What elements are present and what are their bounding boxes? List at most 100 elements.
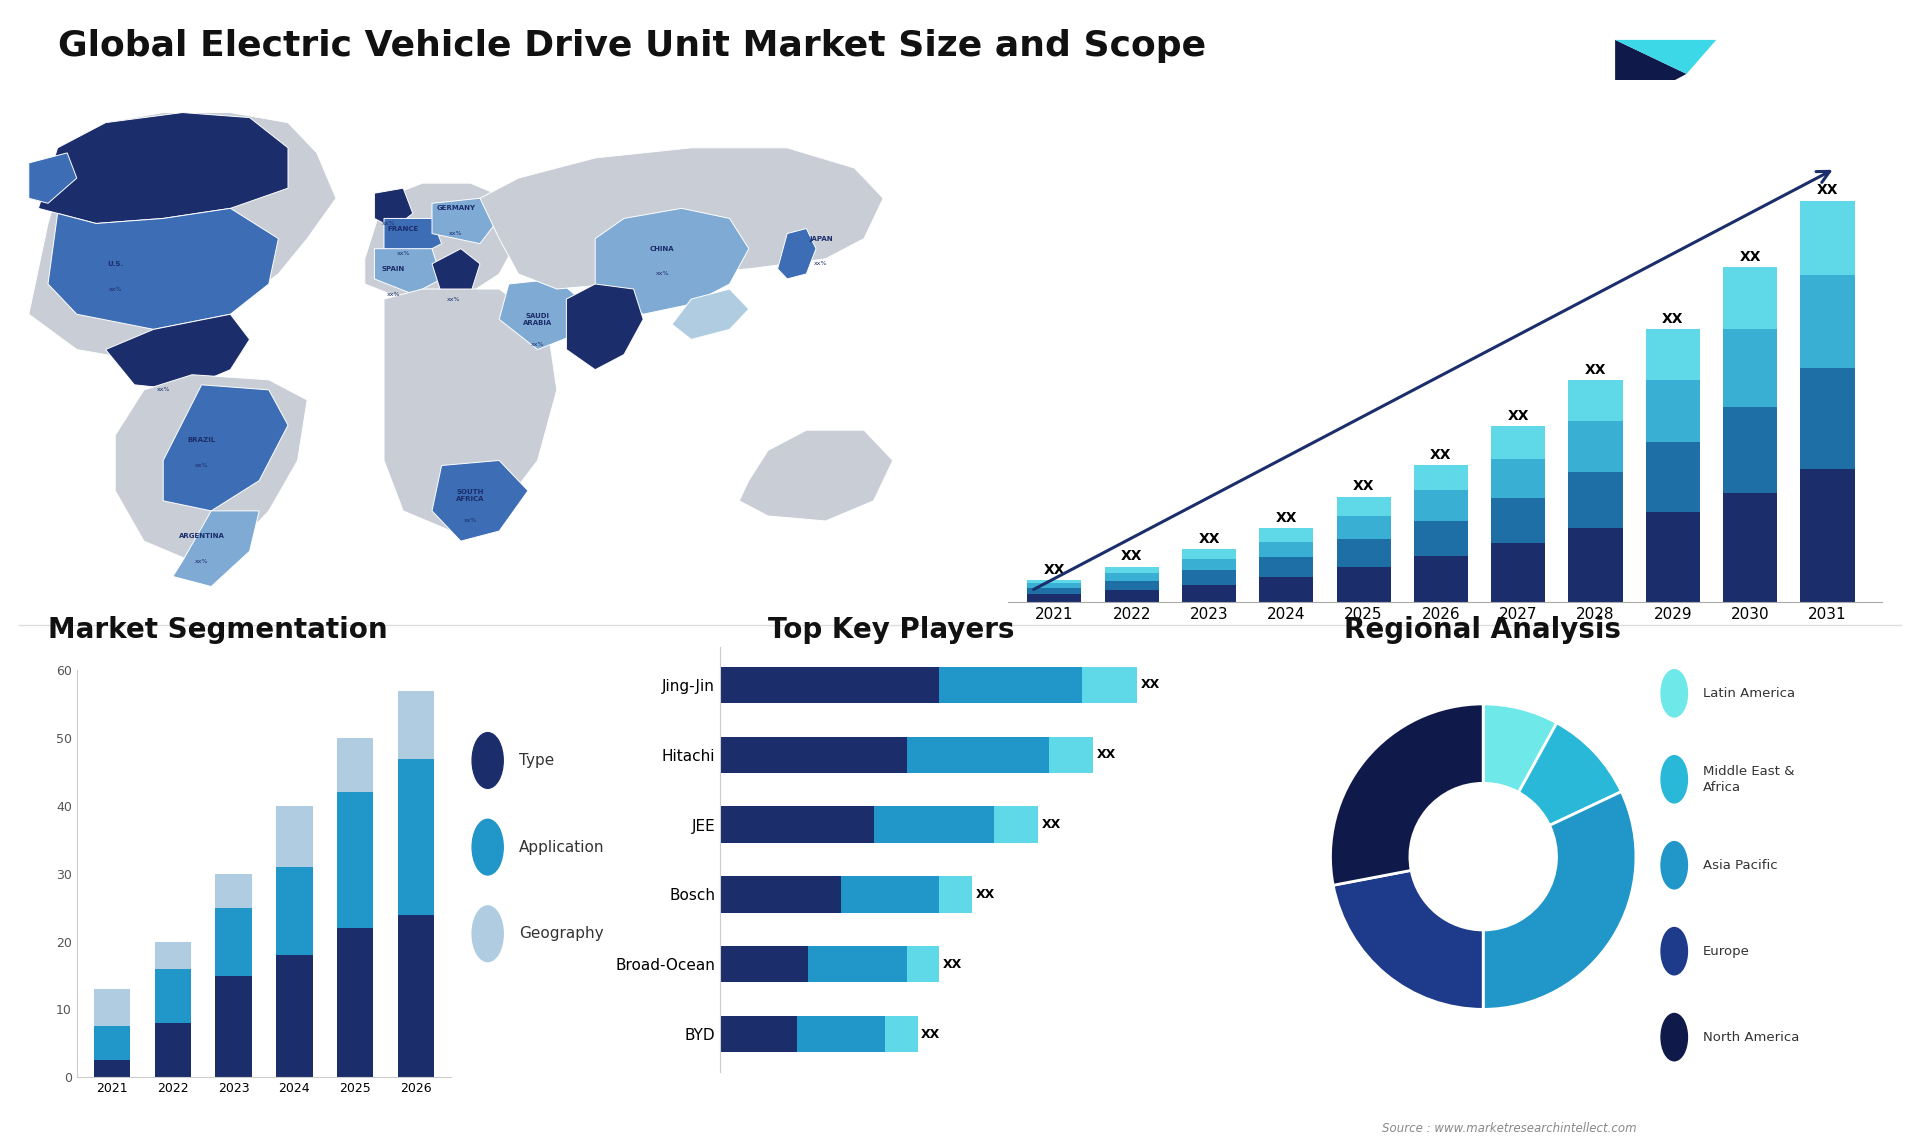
Polygon shape — [115, 375, 307, 562]
Text: ITALY: ITALY — [444, 270, 463, 277]
Bar — [1413, 490, 1469, 521]
Circle shape — [1661, 927, 1688, 975]
Text: ARGENTINA: ARGENTINA — [179, 533, 225, 539]
Bar — [841, 877, 939, 912]
Text: Middle East &
Africa: Middle East & Africa — [1703, 764, 1795, 794]
Text: BRAZIL: BRAZIL — [188, 438, 215, 444]
Text: xx%: xx% — [814, 261, 828, 266]
Bar — [906, 737, 1048, 772]
Text: INDIA: INDIA — [584, 327, 607, 332]
Bar — [1260, 557, 1313, 576]
Bar — [808, 947, 906, 982]
Text: Application: Application — [518, 840, 605, 855]
Text: SAUDI
ARABIA: SAUDI ARABIA — [522, 313, 553, 325]
Bar — [1104, 581, 1160, 590]
Text: Geography: Geography — [518, 926, 603, 941]
Bar — [215, 975, 252, 1077]
Bar — [397, 691, 434, 759]
Polygon shape — [384, 289, 557, 531]
Bar — [1569, 527, 1622, 602]
Bar — [156, 942, 192, 968]
Polygon shape — [1615, 40, 1686, 112]
Text: FRANCE: FRANCE — [388, 226, 419, 231]
Bar — [1645, 329, 1699, 379]
Text: xx%: xx% — [449, 231, 463, 236]
Polygon shape — [29, 152, 77, 203]
Circle shape — [472, 905, 503, 961]
Text: North America: North America — [1703, 1030, 1799, 1044]
Bar — [1645, 379, 1699, 442]
Text: XX: XX — [1121, 549, 1142, 564]
Polygon shape — [29, 112, 336, 360]
Bar — [1492, 499, 1546, 543]
Polygon shape — [499, 278, 586, 350]
Wedge shape — [1331, 704, 1482, 885]
Text: XX: XX — [1044, 563, 1066, 576]
Bar — [156, 1023, 192, 1077]
Text: SOUTH
AFRICA: SOUTH AFRICA — [457, 489, 484, 502]
Text: XX: XX — [1816, 183, 1837, 197]
Bar — [1569, 379, 1622, 421]
Bar — [397, 915, 434, 1077]
Bar — [215, 874, 252, 908]
Text: XX: XX — [1507, 409, 1528, 423]
Text: xx%: xx% — [396, 251, 411, 257]
Bar — [1260, 527, 1313, 542]
Polygon shape — [432, 461, 528, 541]
Polygon shape — [432, 198, 499, 244]
Polygon shape — [374, 188, 413, 228]
Bar — [995, 807, 1039, 842]
Text: Type: Type — [518, 753, 555, 768]
Polygon shape — [106, 314, 250, 390]
Text: Market Segmentation: Market Segmentation — [48, 617, 388, 644]
Text: XX: XX — [1584, 362, 1607, 377]
Polygon shape — [38, 112, 288, 223]
Text: XX: XX — [922, 1028, 941, 1041]
Bar — [1183, 584, 1236, 602]
Circle shape — [1661, 755, 1688, 803]
Text: xx%: xx% — [386, 291, 401, 297]
Text: xx%: xx% — [530, 342, 545, 347]
Bar — [1801, 469, 1855, 602]
Bar — [720, 807, 874, 842]
Text: xx%: xx% — [588, 352, 603, 358]
Polygon shape — [566, 284, 643, 370]
Polygon shape — [173, 511, 259, 587]
Text: GERMANY: GERMANY — [436, 205, 476, 211]
Text: Asia Pacific: Asia Pacific — [1703, 858, 1778, 872]
Bar — [1336, 516, 1390, 540]
Bar — [397, 759, 434, 915]
Bar — [1492, 543, 1546, 602]
Text: SPAIN: SPAIN — [382, 266, 405, 272]
Text: Source : www.marketresearchintellect.com: Source : www.marketresearchintellect.com — [1382, 1122, 1638, 1136]
Text: CHINA: CHINA — [651, 245, 674, 252]
Bar — [720, 667, 939, 704]
Bar — [1183, 571, 1236, 584]
Wedge shape — [1482, 792, 1636, 1010]
Bar — [906, 947, 939, 982]
Polygon shape — [778, 228, 816, 278]
Text: xx%: xx% — [463, 518, 478, 524]
Text: Global Electric Vehicle Drive Unit Market Size and Scope: Global Electric Vehicle Drive Unit Marke… — [58, 29, 1206, 63]
Bar — [1492, 460, 1546, 499]
Text: xx%: xx% — [194, 559, 209, 564]
Bar — [797, 1015, 885, 1052]
Text: xx%: xx% — [156, 387, 171, 392]
Text: XX: XX — [1096, 748, 1116, 761]
Text: xx%: xx% — [146, 181, 161, 186]
Bar — [1027, 580, 1081, 583]
Text: U.S.: U.S. — [108, 261, 123, 267]
Bar — [720, 1015, 797, 1052]
Polygon shape — [374, 249, 442, 295]
Text: xx%: xx% — [382, 221, 396, 226]
Bar — [720, 877, 841, 912]
Bar — [1336, 540, 1390, 566]
Bar — [1413, 521, 1469, 557]
Polygon shape — [1615, 40, 1716, 73]
Bar — [276, 868, 313, 956]
Text: XX: XX — [1198, 533, 1219, 547]
Text: Latin America: Latin America — [1703, 686, 1795, 700]
Text: Top Key Players: Top Key Players — [768, 617, 1014, 644]
Bar — [1492, 426, 1546, 460]
Bar — [156, 968, 192, 1023]
